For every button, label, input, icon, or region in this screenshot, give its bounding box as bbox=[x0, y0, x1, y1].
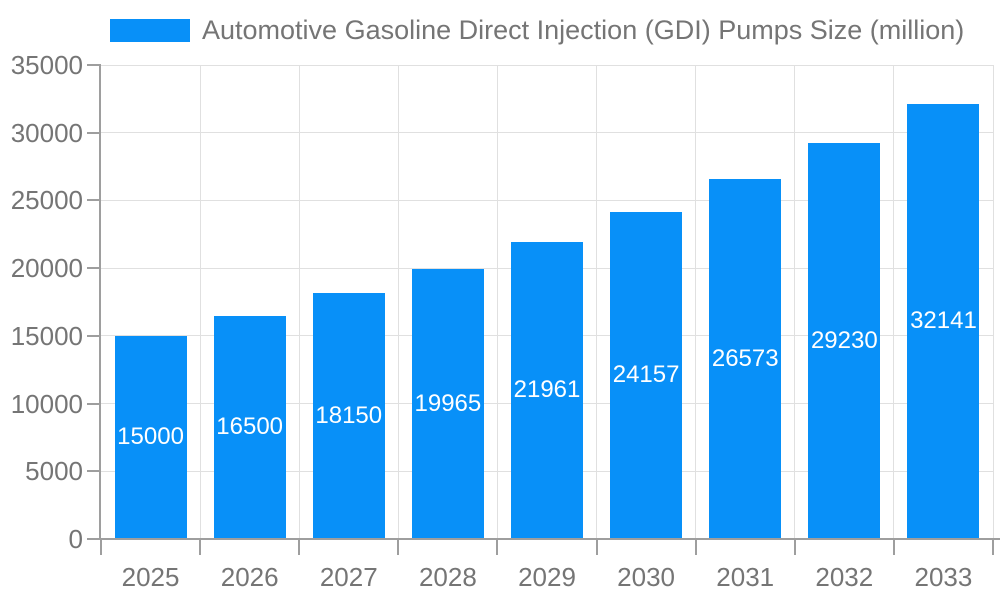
x-axis-tick-label: 2031 bbox=[716, 562, 775, 592]
y-axis-tick-label: 25000 bbox=[10, 185, 83, 216]
bar-value-label: 15000 bbox=[117, 423, 184, 451]
gridline-horizontal bbox=[101, 64, 993, 66]
bar[interactable]: 16500 bbox=[213, 315, 286, 539]
x-axis-tick bbox=[100, 540, 102, 555]
bar[interactable]: 21961 bbox=[511, 241, 583, 539]
legend-swatch[interactable] bbox=[110, 19, 190, 42]
gridline-horizontal bbox=[101, 132, 993, 134]
y-axis-tick-label: 15000 bbox=[10, 320, 83, 351]
x-axis-tick bbox=[694, 540, 697, 555]
legend-series-label[interactable]: Automotive Gasoline Direct Injection (GD… bbox=[202, 15, 965, 45]
y-axis-tick-label: 0 bbox=[68, 524, 83, 554]
x-axis-line bbox=[87, 538, 1000, 540]
y-axis-tick-label: 30000 bbox=[10, 117, 83, 148]
y-axis-tick bbox=[87, 64, 101, 66]
bar[interactable]: 26573 bbox=[709, 179, 782, 539]
y-axis-tick-label: 35000 bbox=[10, 50, 83, 80]
x-axis-tick bbox=[397, 540, 400, 555]
bar-value-label: 19965 bbox=[414, 389, 482, 417]
x-axis-tick bbox=[595, 540, 598, 555]
x-axis-tick bbox=[992, 540, 994, 555]
gridline-vertical bbox=[794, 65, 796, 539]
bar[interactable]: 15000 bbox=[114, 335, 187, 539]
bar-value-label: 32141 bbox=[910, 307, 977, 335]
y-axis-tick bbox=[87, 199, 101, 202]
x-axis-tick-label: 2025 bbox=[121, 562, 180, 592]
x-axis-tick bbox=[199, 540, 202, 555]
bar[interactable]: 24157 bbox=[610, 211, 683, 539]
gridline-vertical bbox=[496, 65, 498, 539]
bar[interactable]: 18150 bbox=[312, 293, 385, 539]
y-axis-tick bbox=[87, 470, 101, 473]
y-axis-tick bbox=[87, 538, 101, 540]
y-axis-line bbox=[99, 65, 101, 539]
gridline-vertical bbox=[397, 65, 399, 539]
bar-value-label: 26573 bbox=[711, 345, 779, 373]
legend: Automotive Gasoline Direct Injection (GD… bbox=[0, 0, 1000, 55]
x-axis-tick-label: 2026 bbox=[220, 562, 279, 592]
bar-value-label: 18150 bbox=[315, 402, 383, 430]
x-axis-tick bbox=[298, 540, 301, 555]
bar-value-label: 16500 bbox=[216, 413, 284, 441]
x-axis-tick bbox=[793, 540, 796, 555]
x-axis-tick-label: 2032 bbox=[815, 562, 874, 592]
gridline-vertical bbox=[596, 65, 598, 539]
bar[interactable]: 32141 bbox=[907, 103, 980, 539]
x-axis-tick-label: 2028 bbox=[418, 562, 477, 592]
gridline-horizontal bbox=[101, 199, 993, 201]
gridline-vertical bbox=[199, 65, 201, 539]
y-axis-tick bbox=[87, 131, 101, 134]
bar-value-label: 29230 bbox=[810, 327, 878, 355]
x-axis-tick-label: 2029 bbox=[518, 562, 576, 592]
gridline-vertical bbox=[695, 65, 697, 539]
bar[interactable]: 29230 bbox=[808, 143, 881, 539]
x-axis-tick-label: 2030 bbox=[617, 562, 676, 592]
y-axis-tick bbox=[87, 402, 101, 405]
y-axis-tick bbox=[87, 334, 101, 337]
bar-value-label: 21961 bbox=[513, 376, 581, 404]
x-axis-tick-label: 2033 bbox=[914, 562, 973, 592]
gridline-vertical bbox=[298, 65, 300, 539]
bar-value-label: 24157 bbox=[612, 361, 680, 389]
y-axis-tick-label: 20000 bbox=[10, 253, 83, 284]
y-axis-tick-label: 5000 bbox=[25, 456, 83, 487]
bar[interactable]: 19965 bbox=[411, 268, 484, 539]
y-axis-tick-label: 10000 bbox=[10, 388, 83, 419]
x-axis-tick bbox=[496, 540, 499, 555]
gridline-vertical bbox=[893, 65, 895, 539]
x-axis-tick bbox=[892, 540, 895, 555]
y-axis-tick bbox=[87, 267, 101, 270]
x-axis-tick-label: 2027 bbox=[319, 562, 378, 592]
gridline-vertical bbox=[992, 65, 994, 539]
